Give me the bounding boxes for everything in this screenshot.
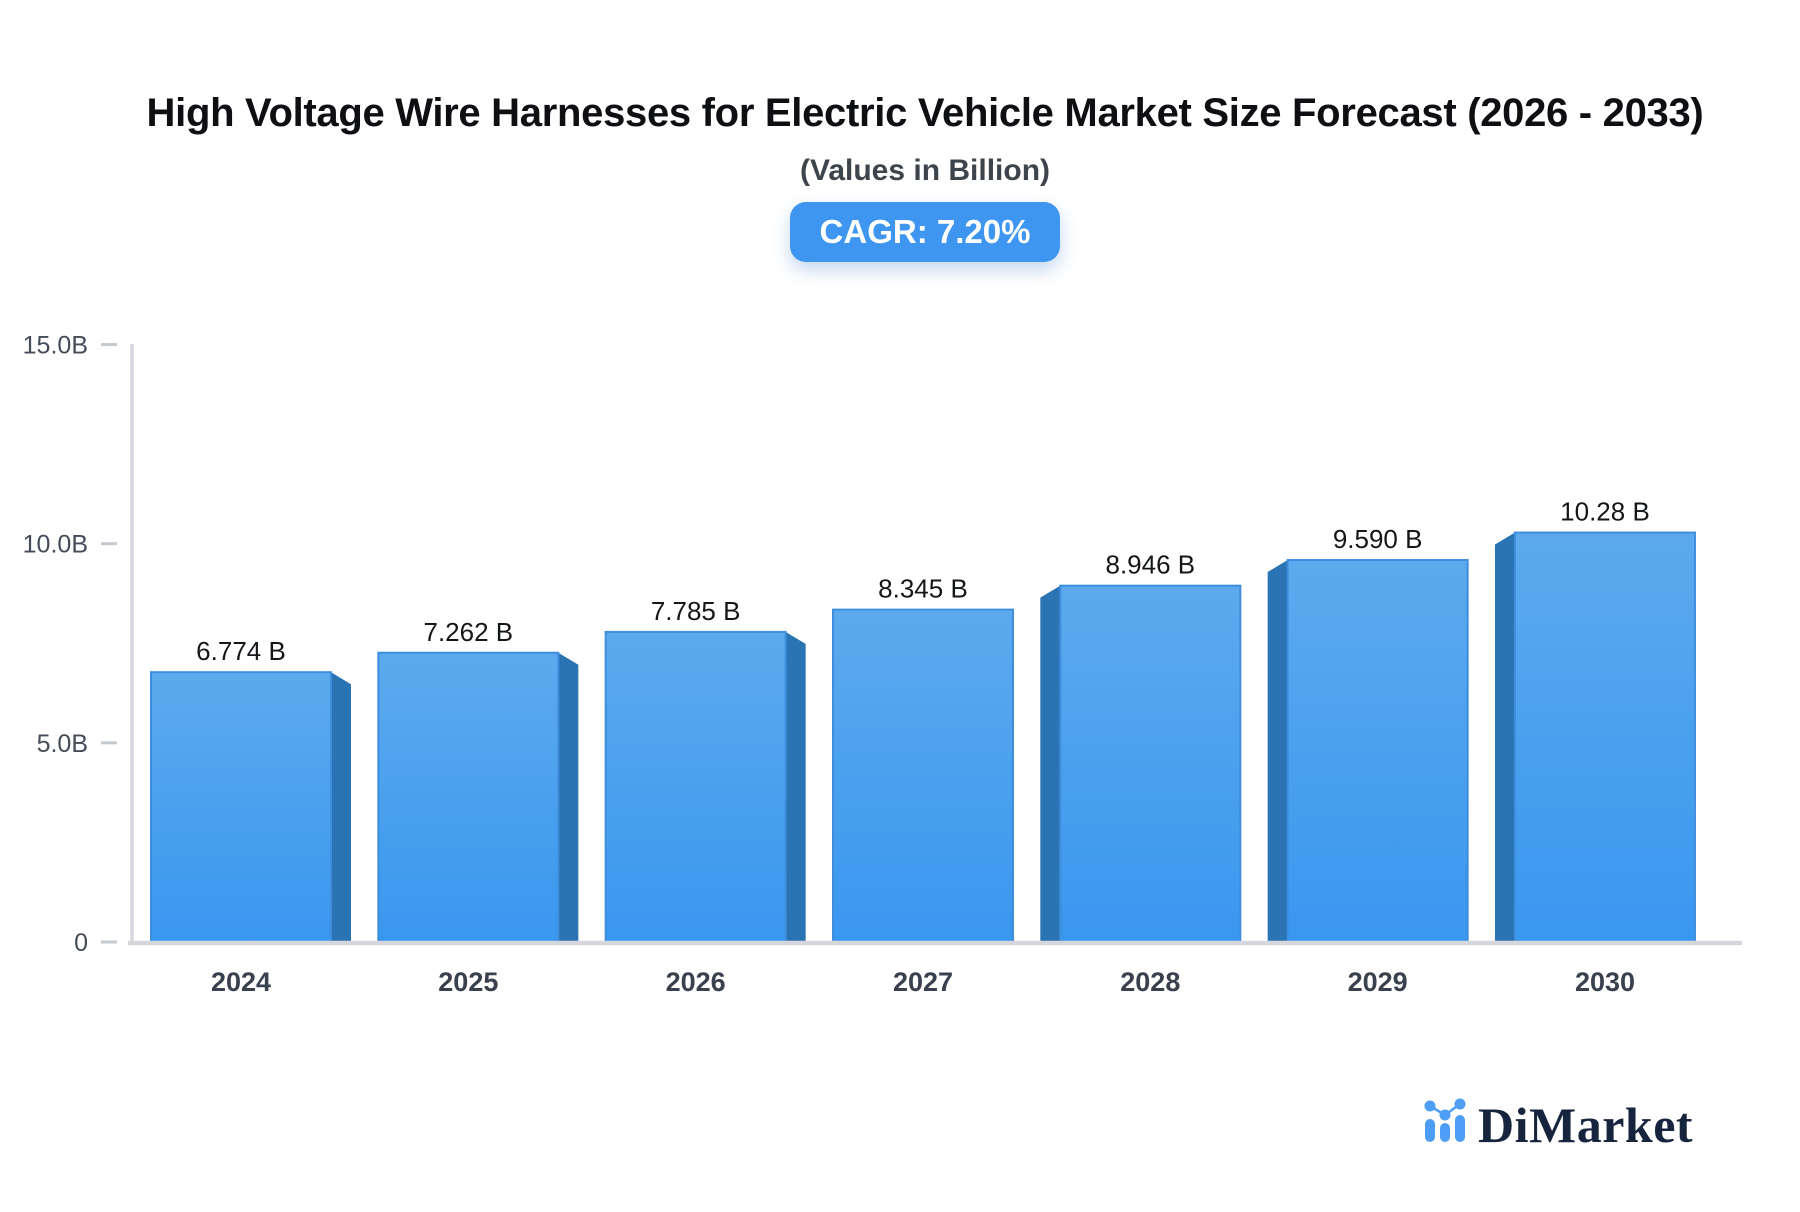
chart-subtitle: (Values in Billion) — [799, 154, 1051, 187]
bar-group-2027 — [831, 608, 1014, 943]
value-label-2025: 7.262 B — [424, 617, 514, 647]
bar-side-2028 — [1040, 585, 1061, 942]
x-tick-label-2029: 2029 — [1348, 967, 1408, 997]
bar-group-2028 — [1040, 584, 1242, 944]
x-tick-label-2024: 2024 — [211, 967, 271, 997]
bar-2026[interactable] — [604, 630, 787, 943]
value-label-2027: 8.345 B — [878, 574, 968, 604]
value-label-2028: 8.946 B — [1105, 550, 1195, 580]
logo-bar-left — [1425, 1119, 1435, 1142]
bar-side-2026 — [785, 631, 806, 942]
bar-2027[interactable] — [831, 608, 1014, 943]
bar-2025[interactable] — [377, 651, 560, 943]
logo-bar-right — [1455, 1115, 1465, 1142]
cagr-badge: CAGR: 7.20% — [789, 202, 1061, 262]
bar-side-2030 — [1494, 532, 1515, 942]
bar-side-2025 — [558, 652, 579, 942]
y-tick-label: 15.0B — [23, 332, 88, 360]
bar-group-2025 — [377, 651, 579, 943]
bar-2028[interactable] — [1059, 584, 1242, 944]
logo-dot-right — [1454, 1098, 1466, 1110]
chart-header: High Voltage Wire Harnesses for Electric… — [50, 88, 1800, 262]
mini-bar-chart-icon — [1424, 1098, 1466, 1142]
bar-group-2024 — [150, 671, 351, 943]
bar-group-2026 — [604, 630, 806, 943]
bar-2029[interactable] — [1286, 559, 1469, 943]
logo-dot-middle — [1439, 1109, 1451, 1121]
bar-2030[interactable] — [1513, 531, 1696, 943]
x-tick-label-2028: 2028 — [1120, 967, 1180, 997]
bar-side-2029 — [1267, 560, 1288, 942]
bar-2024[interactable] — [150, 671, 332, 943]
chart-title: High Voltage Wire Harnesses for Electric… — [146, 91, 1704, 135]
dimarket-logo: DiMarket — [1420, 1094, 1693, 1150]
logo-bar-middle — [1440, 1123, 1450, 1142]
x-tick-label-2027: 2027 — [893, 967, 953, 997]
x-tick-label-2025: 2025 — [438, 967, 498, 997]
y-tick-label: 5.0B — [37, 730, 88, 758]
value-label-2026: 7.785 B — [651, 596, 741, 626]
value-label-2030: 10.28 B — [1560, 497, 1650, 527]
x-tick-label-2030: 2030 — [1575, 967, 1635, 997]
value-label-2029: 9.590 B — [1333, 524, 1423, 554]
y-tick-label: 10.0B — [23, 531, 88, 559]
y-tick-label: 0 — [74, 929, 88, 957]
value-label-2024: 6.774 B — [196, 636, 286, 666]
logo-dot-left — [1424, 1100, 1436, 1112]
logo-text: DiMarket — [1478, 1097, 1694, 1153]
bar-group-2030 — [1494, 531, 1696, 943]
x-tick-label-2026: 2026 — [666, 967, 726, 997]
bar-side-2024 — [331, 672, 351, 942]
bar-group-2029 — [1267, 559, 1469, 943]
